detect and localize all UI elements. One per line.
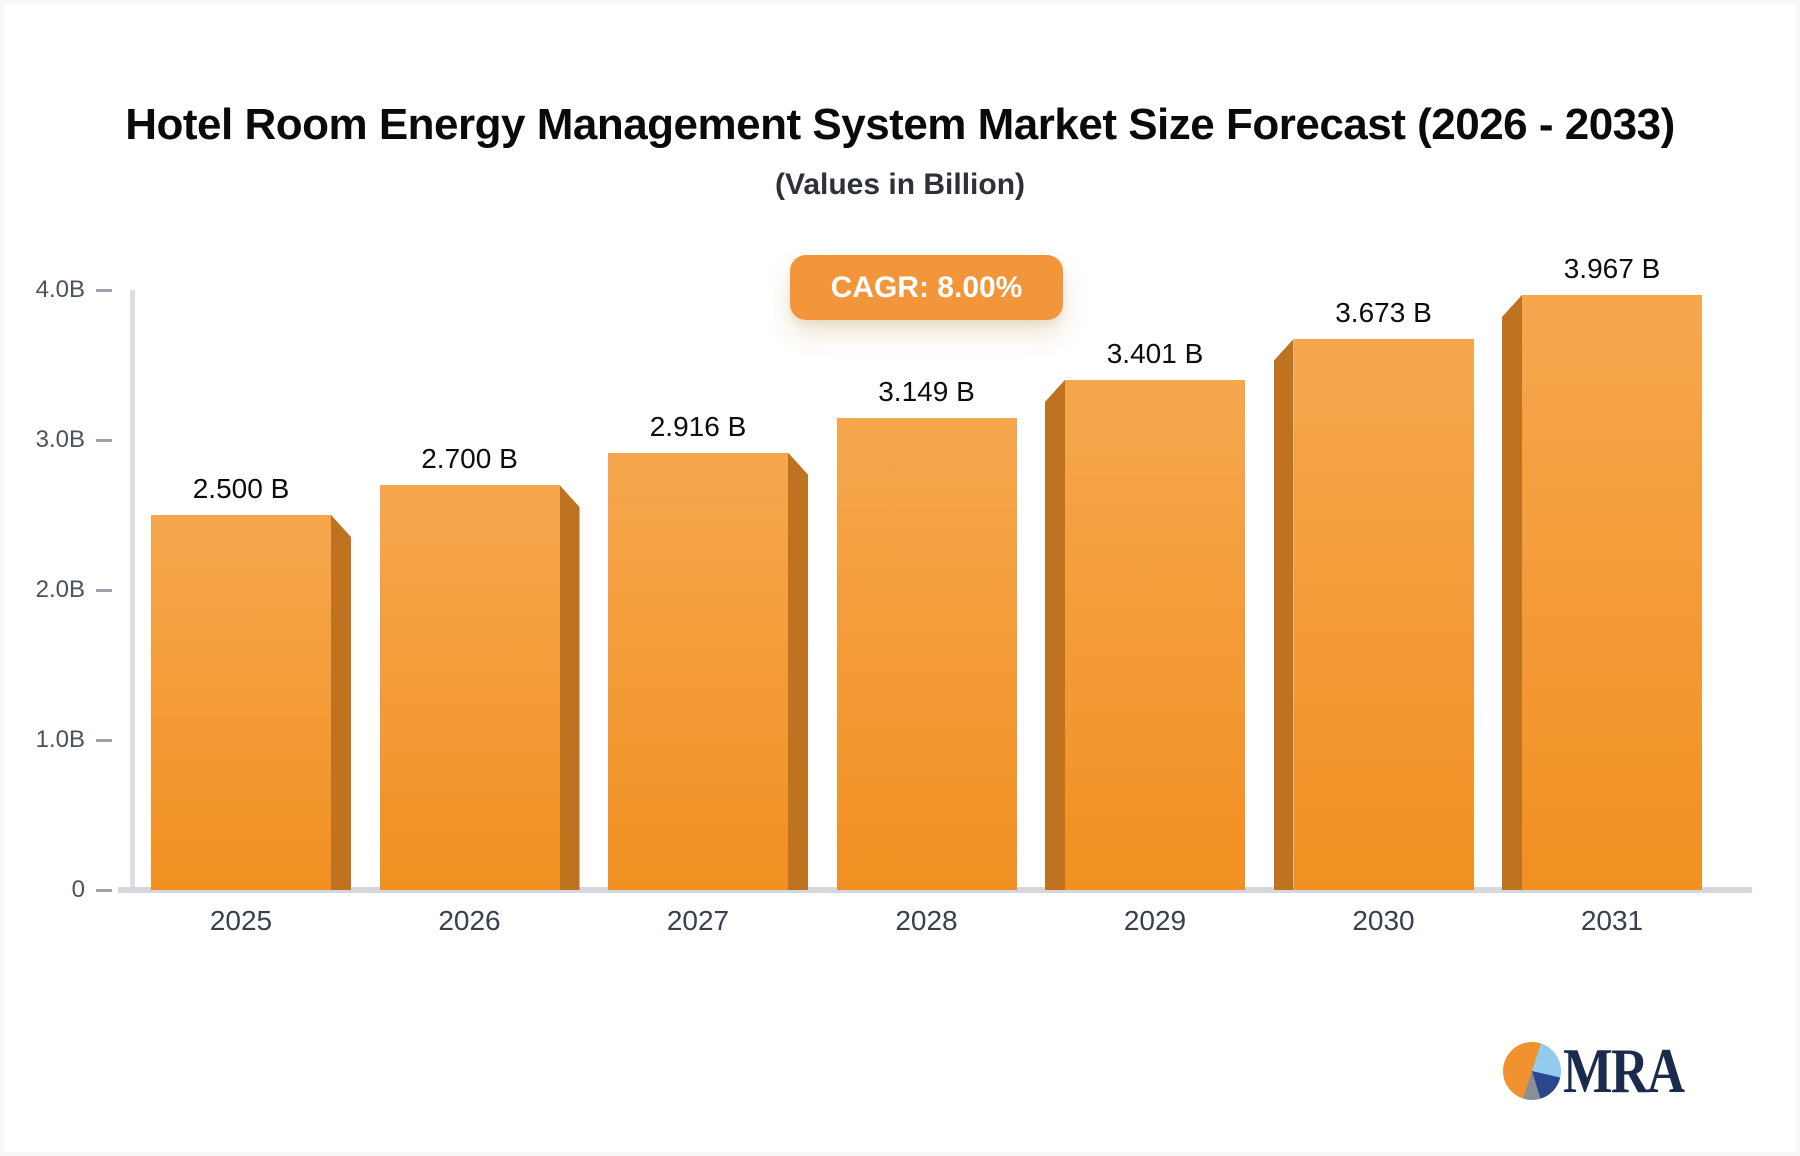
y-axis-tick (96, 888, 112, 892)
bar-value-label: 2.916 B (649, 410, 747, 442)
y-axis-label: 1.0B (35, 726, 85, 753)
logo-text: MRA (1563, 1035, 1685, 1106)
y-axis-label: 3.0B (35, 426, 85, 453)
cagr-badge: CAGR: 8.00% (790, 255, 1063, 320)
x-axis-baseline (118, 887, 1752, 893)
y-axis-tick (96, 738, 112, 742)
chart-title: Hotel Room Energy Management System Mark… (125, 100, 1675, 149)
cagr-badge-label: CAGR: 8.00% (830, 270, 1023, 304)
x-axis-label: 2028 (895, 905, 958, 936)
x-axis-label: 2031 (1580, 905, 1644, 936)
bar[interactable] (151, 515, 331, 890)
bar-3d-side (788, 452, 808, 890)
y-axis-tick (96, 588, 112, 592)
bar-3d-side (559, 485, 580, 890)
bar-value-label: 3.401 B (1106, 337, 1204, 369)
y-axis-tick (96, 288, 112, 292)
bar-value-label: 3.673 B (1335, 297, 1432, 329)
bar-value-label: 2.700 B (421, 443, 518, 474)
y-axis-label: 2.0B (35, 576, 85, 603)
y-axis-label: 4.0B (35, 276, 85, 303)
bar-value-label: 3.149 B (878, 375, 975, 407)
pie-chart-logo-icon (1503, 1042, 1561, 1100)
mra-logo: MRA (1503, 1036, 1710, 1106)
x-axis-label: 2027 (666, 905, 730, 936)
y-axis-line (130, 290, 135, 890)
x-axis-label: 2026 (438, 905, 501, 936)
bar[interactable] (1293, 339, 1474, 890)
bar[interactable] (836, 417, 1017, 890)
chart-subtitle: (Values in Billion) (774, 168, 1026, 201)
y-axis-label: 0 (71, 876, 85, 903)
bar-3d-side (331, 515, 351, 890)
bar[interactable] (1522, 294, 1702, 890)
bar[interactable] (1065, 379, 1245, 890)
bar-value-label: 2.500 B (192, 473, 290, 504)
bar-3d-side (1045, 379, 1065, 890)
bar-3d-side (1273, 339, 1294, 890)
x-axis-label: 2030 (1352, 905, 1415, 936)
bar[interactable] (379, 485, 560, 890)
y-axis-tick (96, 438, 112, 442)
x-axis-label: 2029 (1123, 905, 1187, 936)
bar-3d-side (1502, 294, 1522, 890)
x-axis-label: 2025 (209, 905, 273, 936)
bar[interactable] (608, 452, 788, 890)
bar-value-label: 3.967 B (1563, 252, 1661, 284)
